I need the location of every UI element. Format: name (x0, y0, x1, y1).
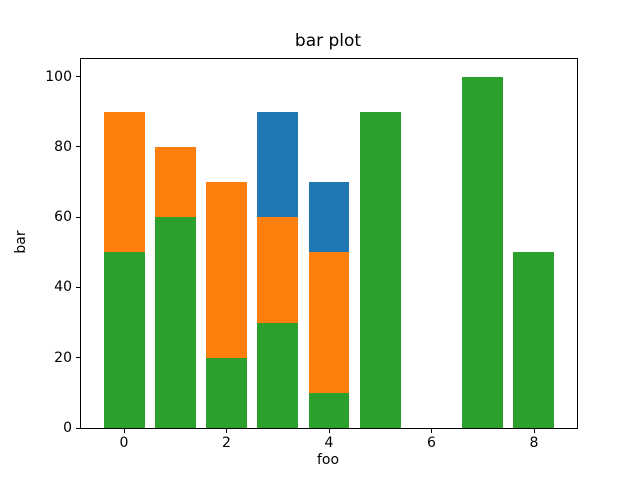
bar-segment-orange (257, 217, 299, 323)
x-tick (533, 429, 535, 433)
y-tick-label: 20 (54, 349, 72, 366)
x-tick-label: 8 (529, 435, 539, 451)
y-axis-label: bar (13, 230, 29, 254)
bar-segment-blue (257, 111, 299, 218)
y-tick (76, 146, 80, 148)
bar-segment-green (308, 392, 350, 428)
bar-segment-orange (154, 146, 196, 218)
bar-segment-green (462, 76, 504, 428)
y-tick (76, 76, 80, 78)
bar-segment-green (154, 217, 196, 428)
x-tick (431, 429, 432, 433)
y-tick-label: 80 (54, 138, 72, 155)
bar-segment-orange (308, 252, 350, 393)
bar-segment-green (103, 252, 145, 428)
y-tick (76, 286, 80, 288)
bar-segment-green (359, 111, 401, 428)
bar-segment-blue (308, 182, 350, 253)
x-tick (328, 429, 330, 433)
x-tick-label: 6 (427, 435, 436, 451)
y-tick (76, 427, 80, 429)
y-tick (76, 357, 80, 359)
x-tick (123, 429, 125, 433)
plot-area: 0 20 40 60 80 100 0 2 4 6 8 (45, 58, 578, 450)
bar-segment-green (206, 357, 247, 428)
y-tick-label: 100 (45, 68, 72, 85)
x-tick (226, 429, 227, 433)
x-tick-label: 0 (119, 435, 129, 451)
y-tick-label: 40 (54, 279, 72, 296)
bar-segment-green (257, 322, 299, 428)
bar-segment-orange (103, 111, 145, 253)
chart-title: bar plot (294, 31, 362, 51)
y-tick-label: 60 (54, 209, 72, 226)
x-tick-label: 2 (222, 435, 231, 451)
x-axis-label: foo (316, 452, 340, 468)
bar-segment-orange (206, 182, 247, 358)
y-tick-label: 0 (63, 420, 72, 436)
bar-segment-green (513, 252, 555, 428)
x-tick-label: 4 (324, 435, 334, 451)
y-tick (76, 216, 80, 218)
